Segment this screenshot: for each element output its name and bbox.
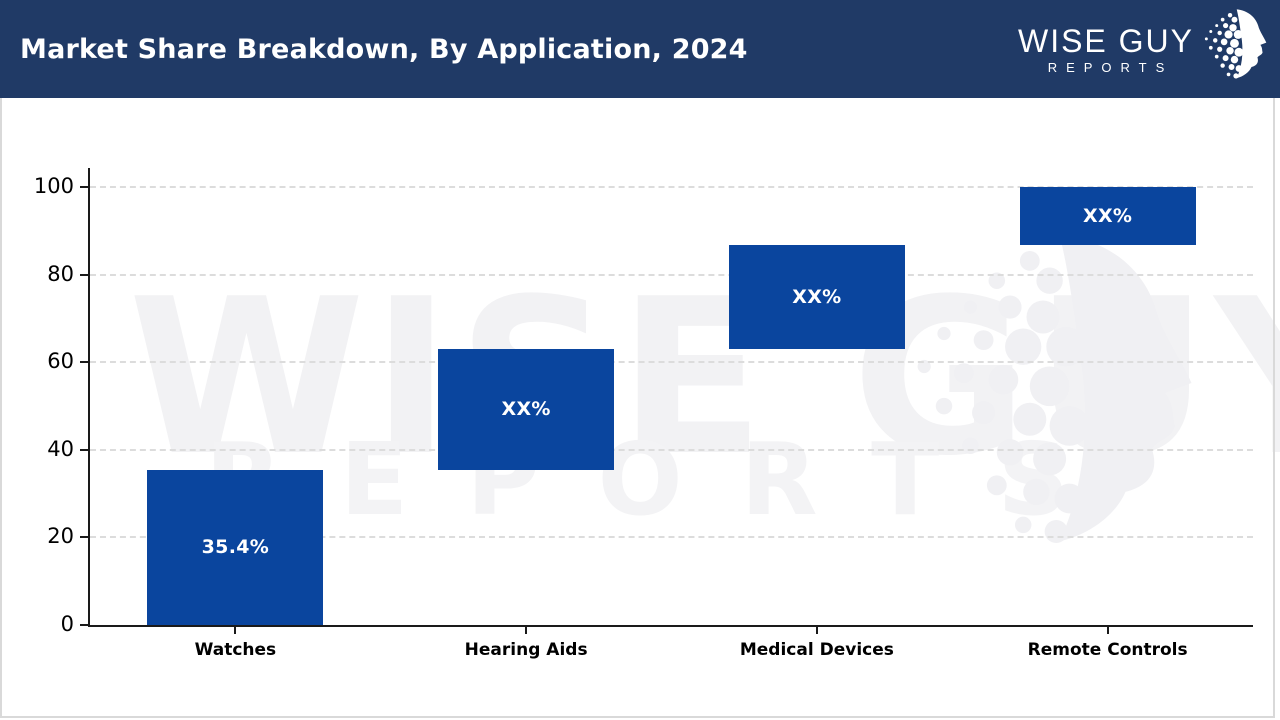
- wiseguy-head-icon: [1196, 8, 1270, 92]
- bar-value-label: XX%: [1083, 204, 1133, 227]
- page-title: Market Share Breakdown, By Application, …: [20, 33, 748, 65]
- y-tick-60: [80, 361, 90, 364]
- x-tick-0: [234, 627, 237, 634]
- bar-value-label: 35.4%: [201, 536, 270, 559]
- wiseguy-logo: WISE GUY REPORTS: [1018, 6, 1270, 94]
- x-tick-2: [815, 627, 818, 634]
- gridline-40: [90, 448, 1253, 451]
- watermark-head-icon: [878, 216, 1208, 616]
- logo-subtitle: REPORTS: [1047, 59, 1174, 75]
- watermark-subtitle: REPORTS: [205, 421, 1128, 538]
- y-axis-line: [88, 168, 90, 627]
- gridline-100: [90, 186, 1253, 188]
- bar-value-label: XX%: [501, 398, 551, 421]
- category-label-0: Watches: [194, 640, 277, 660]
- y-tick-label-0: 0: [60, 612, 74, 636]
- plot-area: WISE GUY REPORTS 0 20 40 60 80 100 35.4% Watche…: [0, 98, 1280, 720]
- x-tick-3: [1106, 627, 1109, 634]
- bar-remote-controls: XX%: [1019, 187, 1196, 245]
- x-axis-line: [88, 625, 1253, 627]
- y-tick-label-80: 80: [47, 261, 74, 286]
- bar-medical-devices: XX%: [728, 244, 905, 350]
- gridline-80: [90, 273, 1253, 276]
- wiseguy-logo-text: WISE GUY REPORTS: [1018, 25, 1194, 75]
- y-tick-100: [80, 186, 90, 188]
- bar-hearing-aids: XX%: [438, 349, 615, 470]
- logo-wordmark: WISE GUY: [1017, 23, 1194, 60]
- header-bar: Market Share Breakdown, By Application, …: [0, 0, 1280, 98]
- y-tick-80: [80, 273, 90, 276]
- bar-value-label: XX%: [792, 285, 842, 308]
- y-tick-20: [80, 536, 90, 539]
- y-tick-label-40: 40: [47, 436, 74, 461]
- category-label-1: Hearing Aids: [464, 640, 588, 660]
- y-tick-label-100: 100: [33, 174, 74, 198]
- bar-watches: 35.4%: [147, 469, 324, 625]
- x-tick-1: [525, 627, 528, 634]
- y-tick-label-20: 20: [47, 524, 74, 549]
- gridline-20: [90, 536, 1253, 539]
- category-label-2: Medical Devices: [739, 640, 894, 660]
- y-tick-label-60: 60: [47, 349, 74, 374]
- y-tick-40: [80, 448, 90, 451]
- gridline-60: [90, 361, 1253, 364]
- category-label-3: Remote Controls: [1027, 640, 1188, 660]
- y-tick-0: [80, 624, 90, 626]
